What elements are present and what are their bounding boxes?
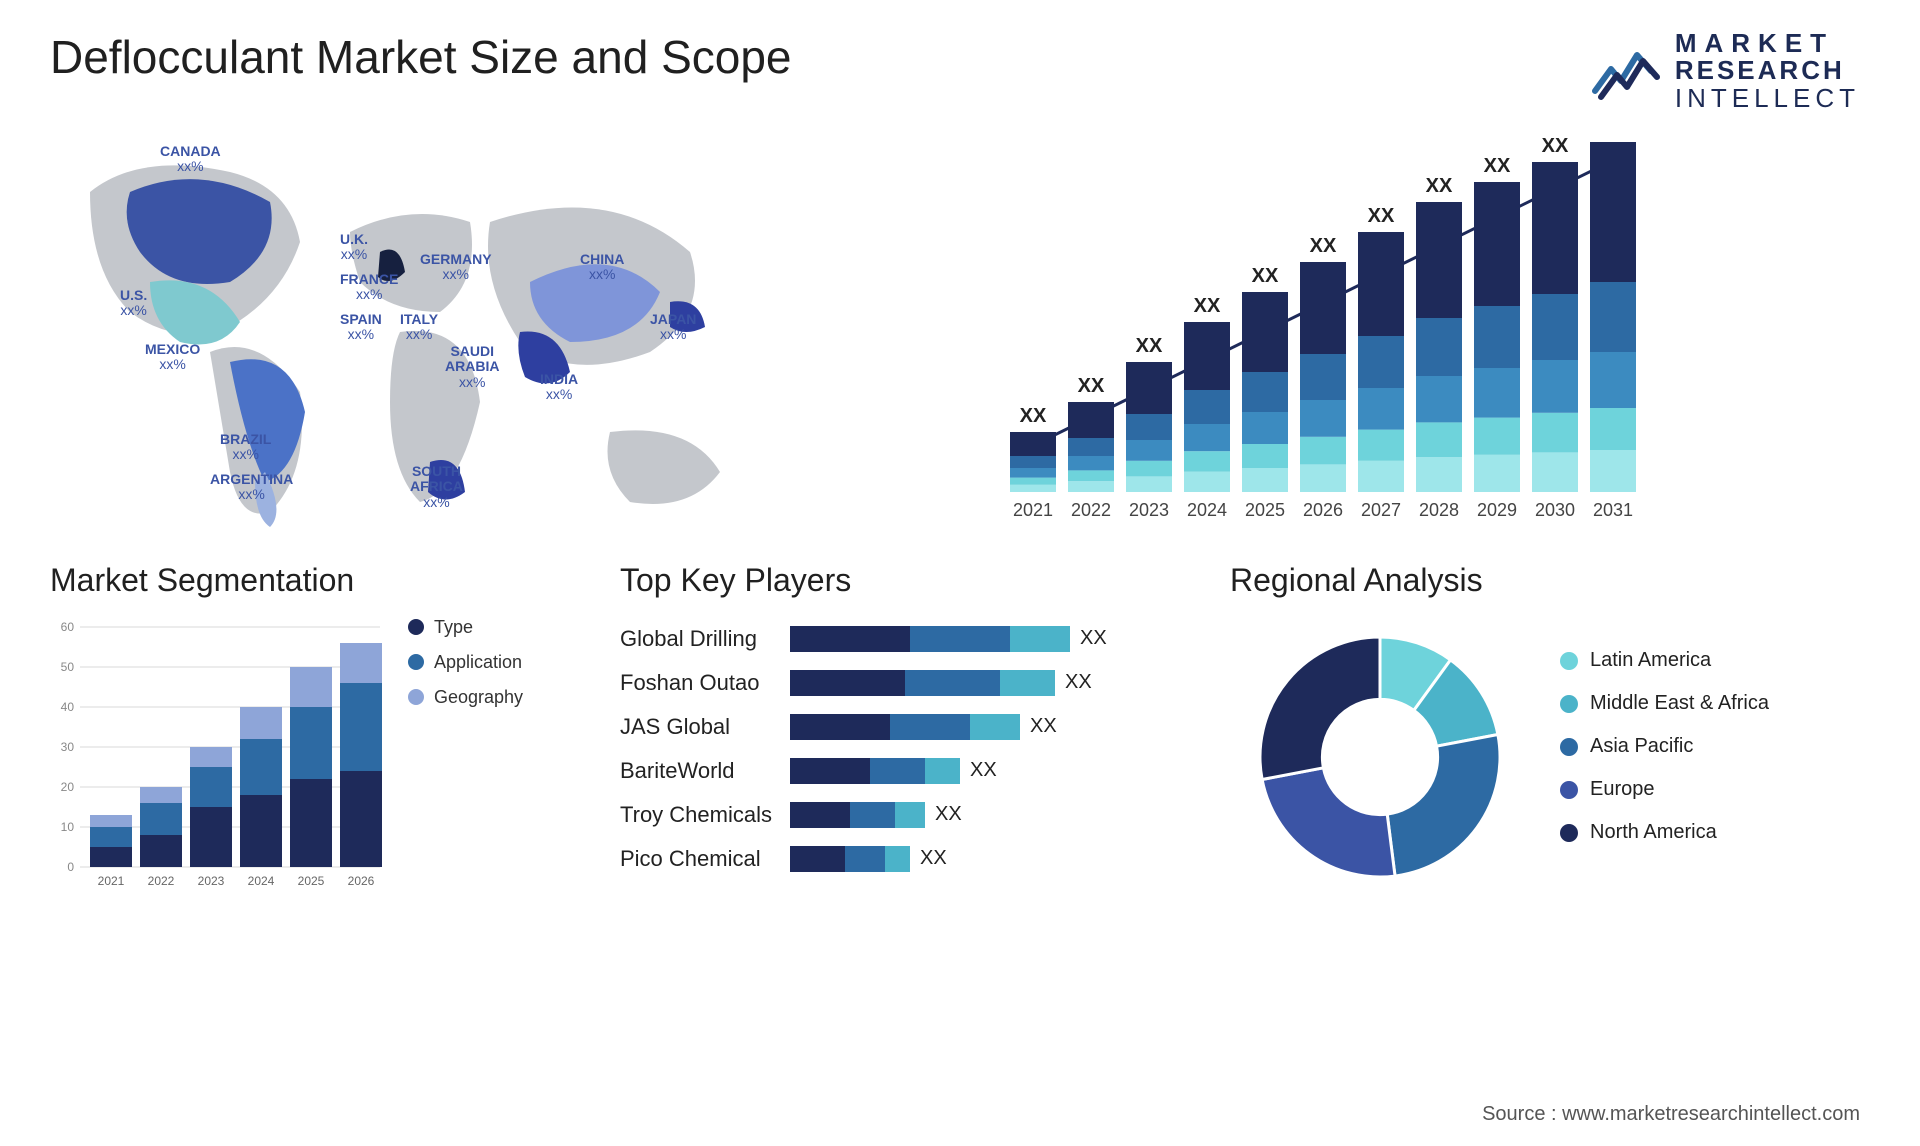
svg-text:2023: 2023 bbox=[198, 874, 225, 888]
svg-text:2024: 2024 bbox=[248, 874, 275, 888]
world-map-panel: CANADAxx% U.S.xx% MEXICOxx% BRAZILxx% ARGENT… bbox=[50, 132, 940, 532]
segmentation-legend: Type Application Geography bbox=[408, 617, 523, 897]
key-player-name: Global Drilling bbox=[620, 617, 772, 661]
map-label: INDIAxx% bbox=[540, 372, 578, 403]
svg-text:XX: XX bbox=[1426, 175, 1453, 197]
svg-text:2027: 2027 bbox=[1361, 500, 1401, 520]
svg-text:XX: XX bbox=[1310, 235, 1337, 257]
svg-text:XX: XX bbox=[1600, 132, 1627, 137]
key-player-row: XX bbox=[790, 705, 1180, 749]
svg-text:XX: XX bbox=[1136, 335, 1163, 357]
key-player-name: Foshan Outao bbox=[620, 661, 772, 705]
segmentation-title: Market Segmentation bbox=[50, 562, 570, 599]
map-label: SPAINxx% bbox=[340, 312, 382, 343]
map-label: GERMANYxx% bbox=[420, 252, 492, 283]
svg-text:2021: 2021 bbox=[98, 874, 125, 888]
svg-text:2022: 2022 bbox=[1071, 500, 1111, 520]
regional-legend: Latin America Middle East & Africa Asia Pa… bbox=[1560, 649, 1769, 864]
svg-text:XX: XX bbox=[1252, 265, 1279, 287]
map-label: SOUTHAFRICAxx% bbox=[410, 464, 463, 510]
svg-text:20: 20 bbox=[61, 780, 75, 794]
legend-item: Middle East & Africa bbox=[1560, 692, 1769, 715]
map-label: SAUDIARABIAxx% bbox=[445, 344, 499, 390]
regional-panel: Regional Analysis Latin America Middle Ea… bbox=[1230, 562, 1870, 897]
svg-text:2026: 2026 bbox=[348, 874, 375, 888]
logo-line3: INTELLECT bbox=[1675, 85, 1860, 112]
logo-line1: MARKET bbox=[1675, 30, 1860, 57]
svg-text:2022: 2022 bbox=[148, 874, 175, 888]
svg-text:XX: XX bbox=[1078, 375, 1105, 397]
key-player-row: XX bbox=[790, 837, 1180, 881]
svg-text:60: 60 bbox=[61, 620, 75, 634]
map-label: ITALYxx% bbox=[400, 312, 438, 343]
svg-text:10: 10 bbox=[61, 820, 75, 834]
key-player-name: Pico Chemical bbox=[620, 837, 772, 881]
legend-item: Geography bbox=[408, 687, 523, 708]
key-player-name: BariteWorld bbox=[620, 749, 772, 793]
segmentation-chart: 10 20 30 40 50 60 0 2021 2022 2023 2024 2025 2026 bbox=[50, 617, 390, 897]
svg-text:2025: 2025 bbox=[1245, 500, 1285, 520]
legend-item: Type bbox=[408, 617, 523, 638]
map-label: CHINAxx% bbox=[580, 252, 624, 283]
segmentation-panel: Market Segmentation 10 20 30 40 50 60 0 2021 202… bbox=[50, 562, 570, 897]
brand-logo: MARKET RESEARCH INTELLECT bbox=[1591, 30, 1860, 112]
key-player-name: JAS Global bbox=[620, 705, 772, 749]
regional-donut bbox=[1230, 617, 1530, 897]
legend-item: Europe bbox=[1560, 778, 1769, 801]
svg-text:0: 0 bbox=[67, 860, 74, 874]
key-player-row: XX bbox=[790, 617, 1180, 661]
svg-text:2025: 2025 bbox=[298, 874, 325, 888]
key-players-title: Top Key Players bbox=[620, 562, 1180, 599]
page-title: Deflocculant Market Size and Scope bbox=[50, 30, 792, 84]
legend-item: Latin America bbox=[1560, 649, 1769, 672]
svg-text:2029: 2029 bbox=[1477, 500, 1517, 520]
map-label: MEXICOxx% bbox=[145, 342, 200, 373]
main-bar-chart: XX 2021 XX 2022 XX 2023 XX 2024 XX 2025 XX 2026 XX 20… bbox=[980, 132, 1870, 532]
svg-text:50: 50 bbox=[61, 660, 75, 674]
svg-text:2026: 2026 bbox=[1303, 500, 1343, 520]
svg-text:XX: XX bbox=[1484, 155, 1511, 177]
source-label: Source : www.marketresearchintellect.com bbox=[1482, 1103, 1860, 1126]
svg-text:2021: 2021 bbox=[1013, 500, 1053, 520]
map-label: BRAZILxx% bbox=[220, 432, 271, 463]
svg-text:2031: 2031 bbox=[1593, 500, 1633, 520]
regional-title: Regional Analysis bbox=[1230, 562, 1870, 599]
svg-text:2024: 2024 bbox=[1187, 500, 1227, 520]
key-player-row: XX bbox=[790, 661, 1180, 705]
map-label: U.K.xx% bbox=[340, 232, 368, 263]
svg-text:XX: XX bbox=[1542, 135, 1569, 157]
svg-text:40: 40 bbox=[61, 700, 75, 714]
key-players-bars: XXXXXXXXXXXX bbox=[790, 617, 1180, 881]
map-label: U.S.xx% bbox=[120, 288, 147, 319]
legend-item: North America bbox=[1560, 821, 1769, 844]
logo-icon bbox=[1591, 41, 1661, 101]
map-label: JAPANxx% bbox=[650, 312, 696, 343]
svg-text:XX: XX bbox=[1194, 295, 1221, 317]
key-player-name: Troy Chemicals bbox=[620, 793, 772, 837]
logo-line2: RESEARCH bbox=[1675, 57, 1860, 84]
svg-text:XX: XX bbox=[1020, 405, 1047, 427]
svg-text:30: 30 bbox=[61, 740, 75, 754]
legend-item: Asia Pacific bbox=[1560, 735, 1769, 758]
map-label: ARGENTINAxx% bbox=[210, 472, 293, 503]
svg-text:XX: XX bbox=[1368, 205, 1395, 227]
svg-text:2030: 2030 bbox=[1535, 500, 1575, 520]
svg-text:2028: 2028 bbox=[1419, 500, 1459, 520]
key-players-panel: Top Key Players Global DrillingFoshan Ou… bbox=[620, 562, 1180, 897]
svg-text:2023: 2023 bbox=[1129, 500, 1169, 520]
legend-item: Application bbox=[408, 652, 523, 673]
map-label: FRANCExx% bbox=[340, 272, 398, 303]
key-player-row: XX bbox=[790, 749, 1180, 793]
key-players-names: Global DrillingFoshan OutaoJAS GlobalBar… bbox=[620, 617, 772, 881]
key-player-row: XX bbox=[790, 793, 1180, 837]
map-label: CANADAxx% bbox=[160, 144, 221, 175]
